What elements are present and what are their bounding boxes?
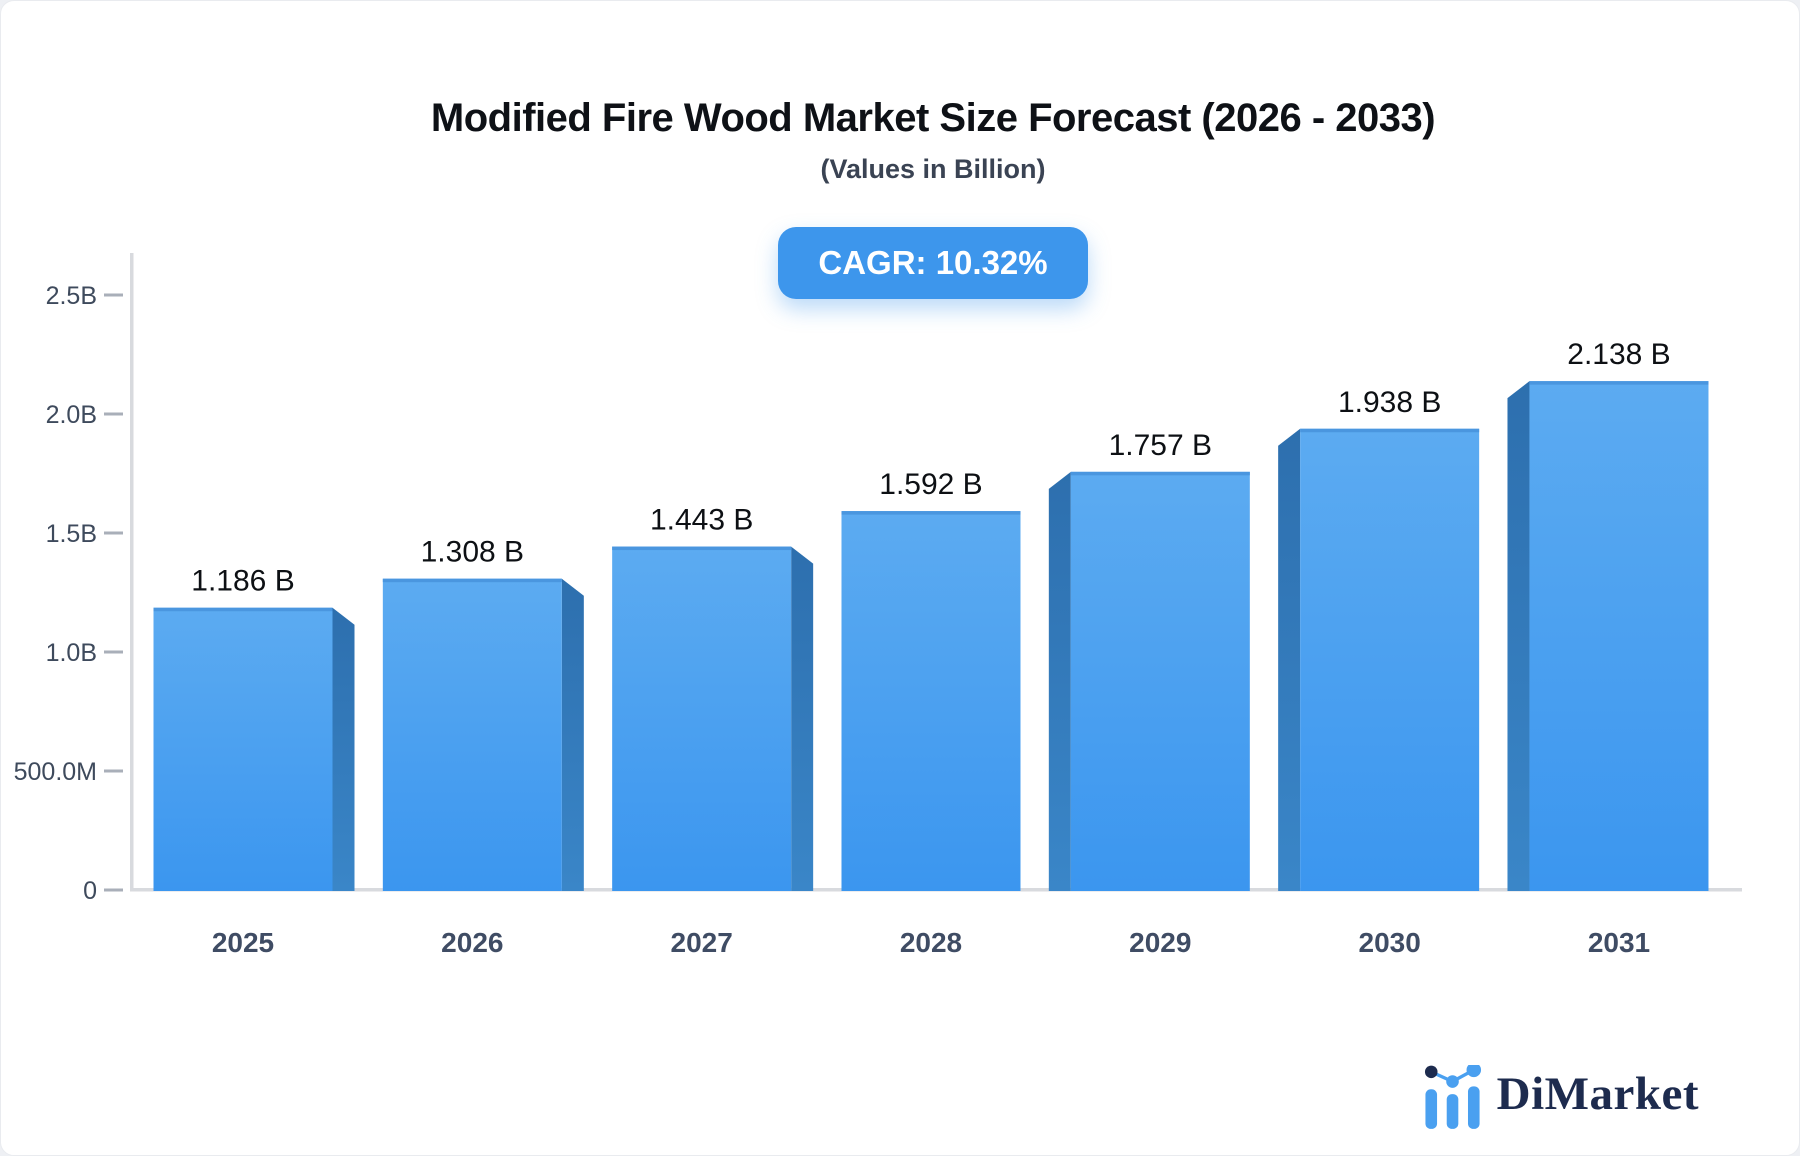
chart-title: Modified Fire Wood Market Size Forecast … <box>430 96 1436 140</box>
bar-side-2029 <box>1048 471 1071 891</box>
y-tick-mark <box>104 412 123 416</box>
y-tick-mark <box>104 650 123 654</box>
brand-logo: DiMarket <box>1424 1059 1699 1129</box>
y-axis-tick-label: 1.0B <box>46 639 97 667</box>
y-axis-line <box>130 253 134 891</box>
y-axis-tick-label: 2.0B <box>46 401 97 429</box>
bar-side-2027 <box>791 546 814 891</box>
bar-top-edge <box>382 578 562 583</box>
y-axis-tick-label: 0 <box>83 877 97 905</box>
bar-value-label: 1.592 B <box>879 468 982 501</box>
x-axis-label: 2031 <box>1588 927 1650 958</box>
y-tick-mark <box>104 293 123 297</box>
bar-top-edge <box>841 511 1021 515</box>
bar-value-label: 1.186 B <box>191 565 294 598</box>
bar-2029 <box>1070 471 1250 891</box>
x-axis-label: 2026 <box>441 927 503 958</box>
x-axis-label: 2029 <box>1129 927 1191 958</box>
y-tick-mark <box>104 531 123 535</box>
bar-value-label: 1.443 B <box>650 504 753 537</box>
x-axis-label: 2030 <box>1359 927 1421 958</box>
y-tick-mark <box>104 769 123 773</box>
bar-side-2031 <box>1507 381 1530 891</box>
cagr-badge: CAGR: 10.32% <box>778 227 1088 299</box>
bar-top-edge <box>1300 428 1480 433</box>
bar-value-label: 1.938 B <box>1338 386 1441 419</box>
x-axis-label: 2028 <box>900 927 962 958</box>
bar-2025 <box>153 607 333 891</box>
y-tick-mark <box>104 888 123 892</box>
bar-top-edge <box>1070 471 1250 476</box>
bar-2030 <box>1300 428 1480 891</box>
x-axis-label: 2027 <box>671 927 733 958</box>
bar-2027 <box>612 546 792 891</box>
bar-2031 <box>1529 381 1709 891</box>
brand-logo-text: DiMarket <box>1496 1068 1699 1120</box>
bar-value-label: 1.757 B <box>1109 429 1212 462</box>
chart-subtitle: (Values in Billion) <box>820 154 1046 184</box>
bar-side-2025 <box>332 607 355 891</box>
y-axis-tick-label: 2.5B <box>46 282 97 310</box>
x-axis-label: 2025 <box>212 927 274 958</box>
bar-top-edge <box>612 546 792 551</box>
bar-value-label: 1.308 B <box>421 536 524 569</box>
bar-top-edge <box>153 607 333 612</box>
y-axis-tick-label: 500.0M <box>14 758 97 786</box>
bar-side-2030 <box>1278 428 1301 891</box>
bar-top-edge <box>1529 381 1709 385</box>
bar-2026 <box>382 578 562 891</box>
bar-value-label: 2.138 B <box>1567 338 1670 371</box>
bar-2028 <box>841 511 1021 891</box>
chart-header: Modified Fire Wood Market Size Forecast … <box>67 1 1799 299</box>
y-axis-tick-label: 1.5B <box>46 520 97 548</box>
bar-side-2026 <box>561 578 584 891</box>
bar-line-chart-icon <box>1424 1065 1481 1129</box>
